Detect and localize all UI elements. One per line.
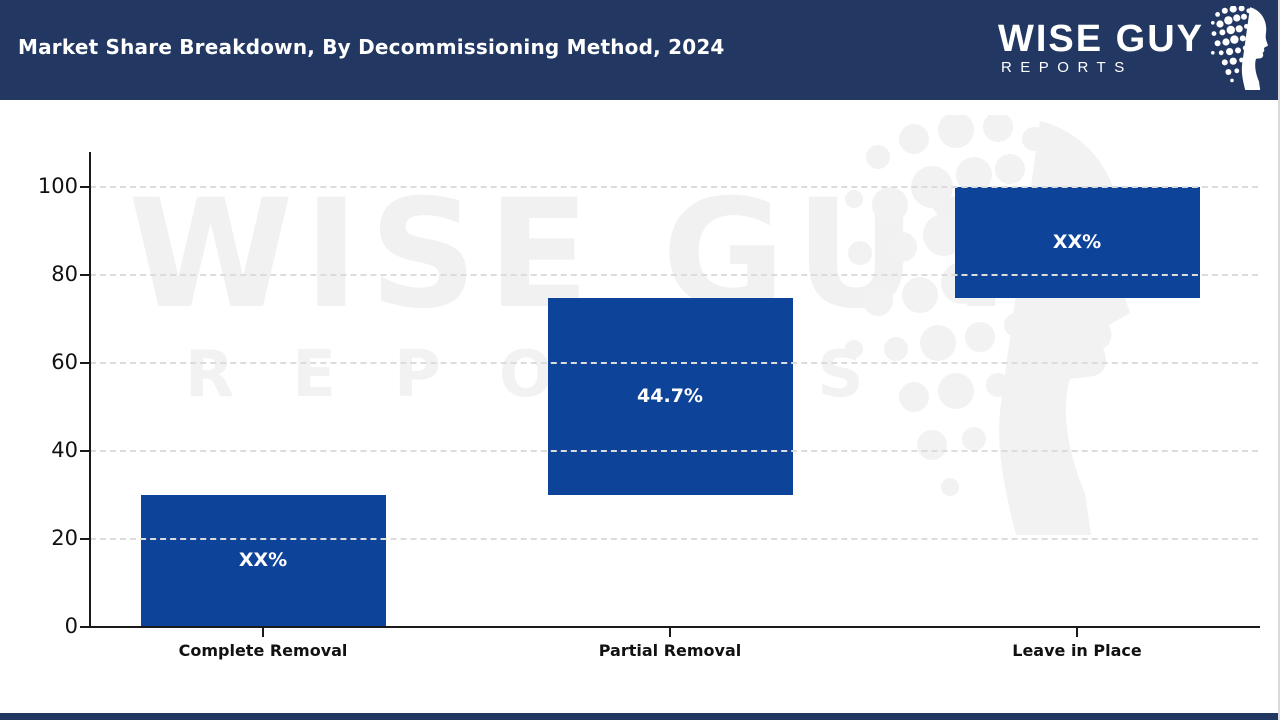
y-tick-mark xyxy=(80,626,89,628)
gridline xyxy=(90,450,1258,452)
logo-primary-text: WISE GUY xyxy=(997,18,1204,60)
gridline xyxy=(90,186,1258,188)
y-tick-label: 60 xyxy=(51,350,78,374)
bar-segment xyxy=(140,495,386,627)
x-axis-line xyxy=(89,626,1260,628)
footer-bar xyxy=(0,713,1278,720)
bar-segment xyxy=(954,187,1200,299)
bar-value-label: 44.7% xyxy=(637,384,703,407)
y-tick-mark xyxy=(80,186,89,188)
bar-value-label: XX% xyxy=(238,549,288,571)
y-tick-mark xyxy=(80,538,89,540)
gridline xyxy=(90,362,1258,364)
watermark-face-icon xyxy=(845,115,1130,535)
x-category-label: Leave in Place xyxy=(1012,641,1142,660)
x-tick-mark xyxy=(1076,628,1078,637)
y-tick-label: 40 xyxy=(51,438,78,462)
x-tick-mark xyxy=(262,628,264,637)
y-tick-mark xyxy=(80,274,89,276)
x-tick-mark xyxy=(669,628,671,637)
gridline xyxy=(90,274,1258,276)
y-tick-label: 80 xyxy=(51,262,78,286)
logo-secondary-text: REPORTS xyxy=(1000,59,1133,76)
wiseguy-wordmark: WISE GUY REPORTS xyxy=(998,20,1204,76)
bar-value-label: XX% xyxy=(1052,230,1102,253)
header: Market Share Breakdown, By Decommissioni… xyxy=(0,0,1278,100)
y-axis-line xyxy=(89,152,91,628)
x-category-label: Partial Removal xyxy=(598,641,742,660)
y-tick-mark xyxy=(80,362,89,364)
y-tick-mark xyxy=(80,450,89,452)
bar-segment xyxy=(547,298,793,495)
y-tick-label: 20 xyxy=(51,526,78,550)
x-category-label: Complete Removal xyxy=(178,641,348,660)
y-tick-label: 0 xyxy=(64,614,78,638)
gridline xyxy=(90,538,1258,540)
chart-title: Market Share Breakdown, By Decommissioni… xyxy=(18,35,725,59)
wiseguy-logo: WISE GUY REPORTS xyxy=(998,6,1268,90)
y-tick-label: 100 xyxy=(37,174,78,198)
wiseguy-face-icon xyxy=(1211,6,1268,90)
